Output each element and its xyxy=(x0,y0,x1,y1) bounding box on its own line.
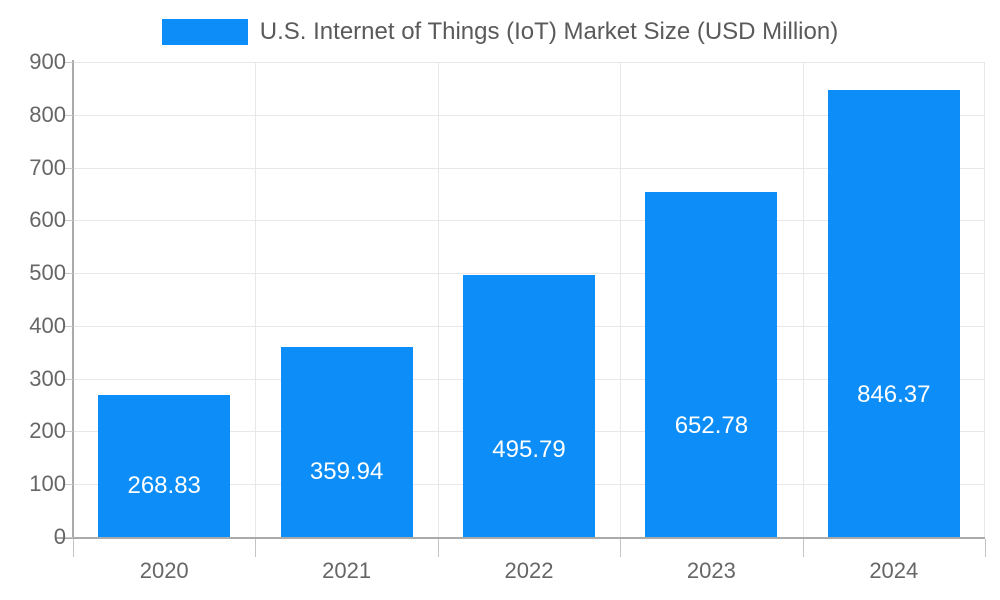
x-axis-tick-label: 2021 xyxy=(322,558,372,583)
bar-value-label: 652.78 xyxy=(674,411,749,439)
bar[interactable] xyxy=(98,395,231,537)
x-axis-tick xyxy=(73,539,74,557)
y-axis-labels: 0 100 200 300 400 500 600 700 800 900 xyxy=(0,0,66,600)
bar[interactable] xyxy=(827,90,960,537)
gridline-horizontal xyxy=(73,114,985,116)
gridline-horizontal xyxy=(73,167,985,169)
chart-legend: U.S. Internet of Things (IoT) Market Siz… xyxy=(0,12,1000,52)
legend-item[interactable]: U.S. Internet of Things (IoT) Market Siz… xyxy=(161,18,839,45)
y-axis-tick xyxy=(63,537,73,538)
x-axis-tick xyxy=(620,539,622,557)
y-axis-tick xyxy=(63,273,73,275)
gridline-horizontal xyxy=(73,220,985,222)
bar-value-label: 268.83 xyxy=(127,472,201,500)
y-axis-tick-label: 0 xyxy=(53,524,66,549)
gridline-vertical xyxy=(802,62,804,537)
y-axis-tick-label: 100 xyxy=(29,471,66,497)
x-axis-tick-label: 2023 xyxy=(686,558,736,583)
bar-value-label: 846.37 xyxy=(857,380,931,408)
x-axis-tick-label: 2024 xyxy=(869,558,919,583)
plot-area: 268.83 359.94 495.79 652.78 846.37 xyxy=(73,62,985,538)
y-axis-tick xyxy=(63,167,73,169)
y-axis-tick xyxy=(63,431,73,433)
y-axis-tick xyxy=(63,325,73,327)
y-axis-tick-label: 500 xyxy=(29,260,66,286)
bar[interactable] xyxy=(463,275,595,537)
bar[interactable] xyxy=(280,347,413,537)
x-axis-line xyxy=(55,537,985,539)
bar-value-label: 495.79 xyxy=(492,436,566,464)
gridline-vertical xyxy=(437,62,439,537)
x-axis-tick xyxy=(255,539,257,557)
y-axis-tick-label: 800 xyxy=(29,101,66,127)
y-axis-tick xyxy=(63,114,73,116)
y-axis-tick xyxy=(63,378,73,380)
y-axis-tick-label: 200 xyxy=(29,418,66,444)
x-axis-tick xyxy=(802,539,804,557)
x-axis-tick-label: 2020 xyxy=(139,558,189,583)
bar-value-label: 359.94 xyxy=(309,458,384,485)
gridline-vertical xyxy=(620,62,622,537)
gridline-vertical xyxy=(255,62,257,537)
y-axis-tick xyxy=(63,484,73,486)
y-axis-tick-label: 700 xyxy=(29,154,66,180)
bar[interactable] xyxy=(645,192,778,537)
y-axis-tick xyxy=(63,62,73,63)
legend-item-label: U.S. Internet of Things (IoT) Market Siz… xyxy=(259,18,839,45)
y-axis-tick-label: 900 xyxy=(29,49,66,74)
x-axis-tick-label: 2022 xyxy=(504,558,554,583)
x-axis-tick xyxy=(985,539,986,557)
y-axis-line xyxy=(72,60,74,539)
y-axis-tick-label: 300 xyxy=(29,365,66,391)
x-axis-tick xyxy=(437,539,439,557)
y-axis-tick-label: 400 xyxy=(29,312,66,338)
legend-swatch-icon xyxy=(161,19,248,45)
y-axis-tick-label: 600 xyxy=(29,207,66,233)
gridline-horizontal xyxy=(73,273,985,275)
y-axis-tick xyxy=(63,220,73,222)
